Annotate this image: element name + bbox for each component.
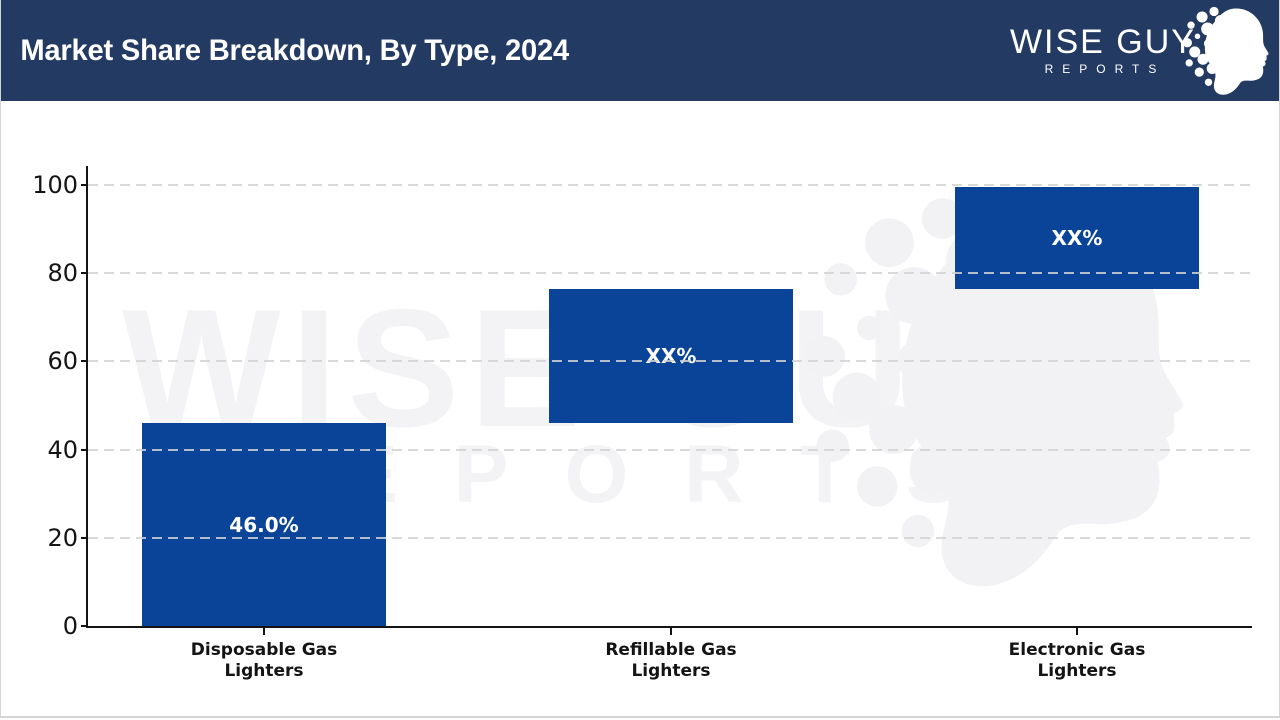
page-border-bottom	[0, 716, 1280, 718]
logo-text: WISE GUY REPORTS	[1010, 25, 1196, 76]
y-tick-label-100: 100	[32, 171, 78, 199]
bar-value-label-refillable-gas-lighters: XX%	[645, 343, 697, 368]
x-category-label-refillable-gas-lighters: Refillable Gas Lighters	[605, 640, 737, 681]
y-tick-label-0: 0	[62, 612, 78, 640]
y-tick-mark-0	[81, 625, 88, 627]
logo-secondary-text: REPORTS	[1044, 62, 1166, 76]
page-border-left	[0, 0, 1, 717]
y-tick-mark-40	[81, 448, 88, 451]
head-profile-logo-icon	[1182, 6, 1269, 95]
gridline-20	[88, 536, 1252, 539]
y-tick-label-60: 60	[47, 347, 78, 376]
x-axis-line	[86, 626, 1252, 628]
bar-value-label-disposable-gas-lighters: 46.0%	[229, 512, 299, 537]
y-tick-mark-20	[81, 536, 88, 539]
x-tick-mark-electronic-gas-lighters	[1076, 628, 1078, 635]
bar-value-label-electronic-gas-lighters: XX%	[1051, 225, 1103, 250]
y-tick-mark-100	[81, 184, 88, 186]
bar-electronic-gas-lighters: XX%	[955, 187, 1199, 289]
y-tick-label-40: 40	[47, 435, 78, 464]
x-tick-mark-disposable-gas-lighters	[263, 628, 265, 635]
x-tick-mark-refillable-gas-lighters	[670, 628, 672, 635]
y-tick-label-20: 20	[47, 523, 78, 552]
bar-refillable-gas-lighters: XX%	[549, 288, 793, 424]
logo-primary-text: WISE GUY	[1009, 23, 1196, 61]
page-title: Market Share Breakdown, By Type, 2024	[20, 33, 570, 67]
y-tick-mark-60	[81, 360, 88, 363]
x-category-label-electronic-gas-lighters: Electronic Gas Lighters	[1008, 640, 1146, 681]
gridline-60	[88, 360, 1252, 363]
gridline-40	[88, 448, 1252, 451]
y-tick-label-80: 80	[47, 259, 78, 288]
gridline-100	[88, 184, 1252, 186]
header-bar: Market Share Breakdown, By Type, 2024 WI…	[0, 0, 1280, 101]
x-category-label-disposable-gas-lighters: Disposable Gas Lighters	[190, 640, 338, 681]
y-tick-mark-80	[81, 272, 88, 275]
bar-disposable-gas-lighters: 46.0%	[142, 423, 386, 626]
y-axis-line	[86, 166, 88, 628]
wise-guy-reports-logo: WISE GUY REPORTS	[1010, 5, 1280, 97]
gridline-80	[88, 272, 1252, 275]
